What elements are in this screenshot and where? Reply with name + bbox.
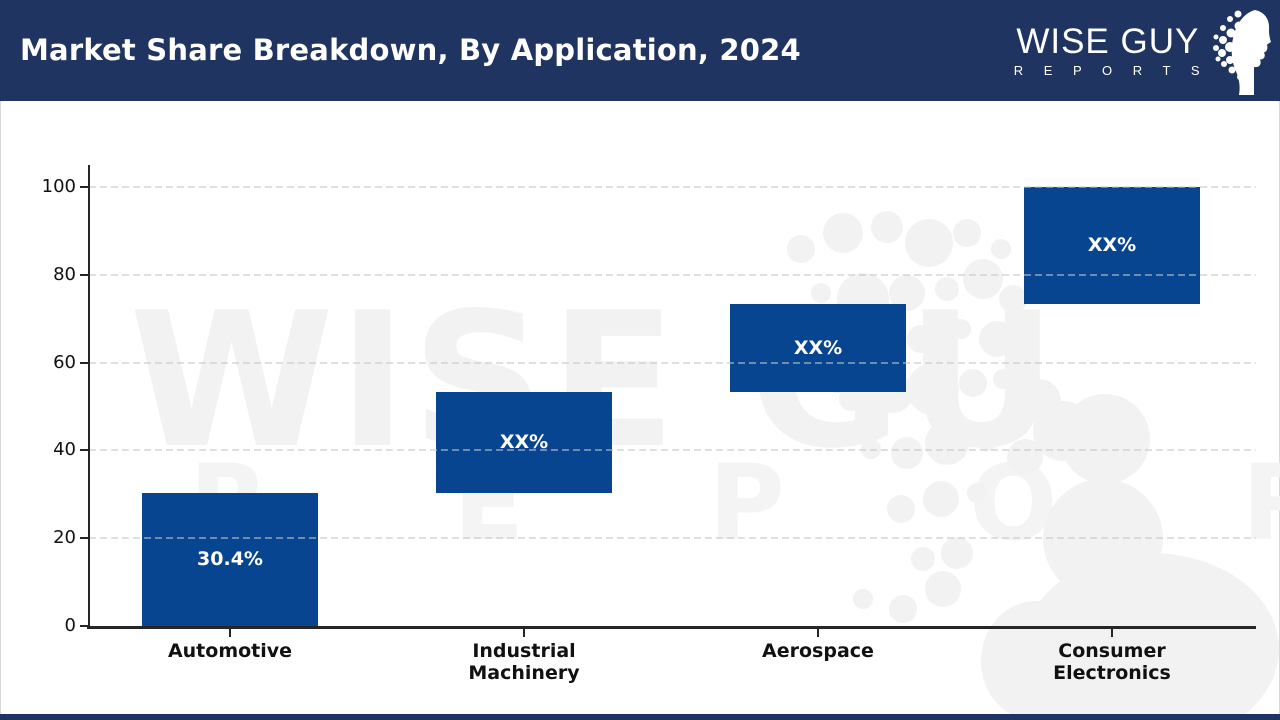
- x-tick-label-automotive: Automotive: [167, 640, 293, 662]
- y-tick-0: [80, 625, 89, 627]
- gridline-80: [89, 273, 1256, 276]
- y-tick-60: [80, 361, 89, 364]
- header-bar: Market Share Breakdown, By Application, …: [0, 0, 1280, 101]
- bar-label-automotive: 30.4%: [197, 548, 263, 571]
- y-tick-label-0: 0: [64, 615, 76, 636]
- x-tick-label-aerospace: Aerospace: [762, 640, 874, 662]
- gridline-60: [89, 361, 1256, 364]
- y-tick-40: [80, 449, 89, 452]
- head-profile-icon: [1213, 10, 1271, 95]
- x-tick-industrial-machinery: [523, 629, 525, 637]
- page-title: Market Share Breakdown, By Application, …: [20, 33, 801, 67]
- bar-label-aerospace: XX%: [793, 336, 843, 359]
- y-tick-20: [80, 537, 89, 540]
- y-tick-label-100: 100: [41, 176, 76, 197]
- y-tick-label-80: 80: [53, 263, 76, 285]
- gridline-40: [89, 449, 1256, 452]
- y-tick-label-20: 20: [53, 527, 76, 549]
- chart-area: WISE GU R E P O R T S: [0, 101, 1280, 714]
- x-tick-label-industrial-machinery: Industrial Machinery: [468, 640, 580, 684]
- x-tick-aerospace: [817, 629, 819, 637]
- gridline-20: [89, 537, 1256, 540]
- y-tick-80: [80, 273, 89, 276]
- gridline-100: [89, 186, 1256, 188]
- x-axis-line: [87, 626, 1256, 629]
- bar-consumer-electronics: [1024, 187, 1200, 304]
- bar-automotive: [142, 492, 318, 626]
- x-tick-label-consumer-electronics: Consumer Electronics: [1053, 640, 1171, 684]
- logo-reports-text: R E P O R T S: [1013, 63, 1208, 78]
- bar-aerospace: [730, 303, 906, 392]
- y-tick-label-40: 40: [53, 439, 76, 461]
- footer-bar: [0, 714, 1280, 720]
- logo-wordmark: WISE GUY: [1016, 22, 1200, 61]
- bar-label-consumer-electronics: XX%: [1087, 234, 1137, 257]
- bar-label-industrial-machinery: XX%: [499, 431, 549, 454]
- bar-industrial-machinery: [436, 391, 612, 493]
- wise-guy-logo: WISE GUY R E P O R T S: [1008, 6, 1272, 96]
- watermark-head-dots-icon: [783, 211, 1279, 714]
- y-axis-line: [88, 165, 90, 629]
- x-tick-consumer-electronics: [1111, 629, 1113, 637]
- y-tick-100: [80, 186, 89, 188]
- x-tick-automotive: [229, 629, 231, 637]
- y-tick-label-60: 60: [53, 351, 76, 373]
